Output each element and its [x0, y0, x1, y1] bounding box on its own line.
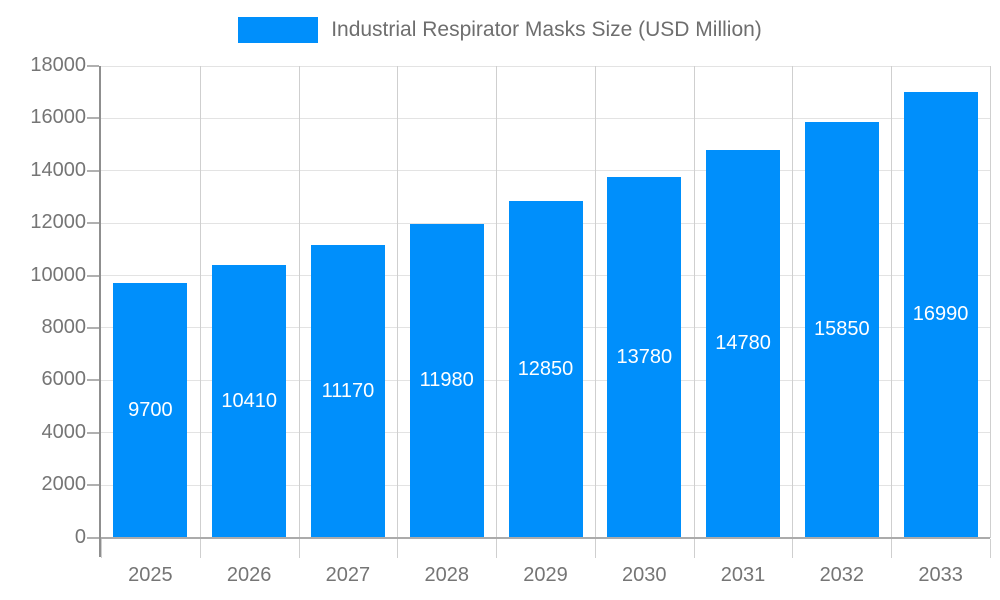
legend-label[interactable]: Industrial Respirator Masks Size (USD Mi… — [331, 18, 762, 41]
horizontal-gridline — [101, 117, 990, 119]
y-axis-tick-label: 8000 — [41, 315, 87, 338]
vertical-gridline — [693, 66, 695, 538]
x-axis-tick — [496, 539, 498, 558]
vertical-gridline — [792, 66, 794, 538]
vertical-gridline — [594, 66, 596, 538]
x-axis-category-label: 2027 — [325, 563, 371, 586]
bar-value-label: 12850 — [517, 357, 574, 380]
y-axis-tick — [87, 326, 99, 329]
bar[interactable]: 16990 — [903, 92, 978, 538]
y-axis-tick-label: 12000 — [30, 211, 86, 234]
bar-value-label: 10410 — [221, 389, 277, 412]
legend: Industrial Respirator Masks Size (USD Mi… — [0, 16, 1000, 44]
y-axis-tick — [87, 169, 99, 172]
x-axis-tick — [693, 539, 695, 558]
x-axis-category-label: 2025 — [128, 563, 173, 586]
horizontal-gridline — [101, 65, 990, 67]
bar[interactable]: 12850 — [508, 200, 583, 538]
vertical-gridline — [199, 66, 201, 538]
y-axis-line — [99, 66, 101, 557]
bar[interactable]: 9700 — [113, 283, 188, 538]
y-axis-tick — [87, 274, 99, 277]
x-axis-tick — [594, 539, 596, 558]
x-axis-category-label: 2033 — [918, 563, 963, 586]
x-axis-tick — [298, 539, 300, 558]
x-axis-tick — [990, 539, 991, 558]
y-axis-tick-label: 6000 — [41, 368, 87, 391]
x-axis-line — [101, 536, 990, 539]
bar-value-label: 11980 — [419, 369, 474, 392]
vertical-gridline — [298, 66, 300, 538]
y-axis-tick-label: 16000 — [30, 106, 86, 129]
x-axis-category-label: 2026 — [226, 563, 272, 586]
y-axis-tick-label: 0 — [74, 525, 86, 548]
x-axis-category-label: 2029 — [523, 563, 568, 586]
y-axis-tick — [87, 379, 99, 382]
y-axis-tick — [87, 222, 99, 225]
bar[interactable]: 14780 — [706, 150, 781, 538]
y-axis-tick-label: 10000 — [30, 263, 86, 286]
y-axis-tick — [87, 65, 99, 67]
x-axis-category-label: 2030 — [622, 563, 667, 586]
x-axis-tick — [891, 539, 893, 558]
x-axis-category-label: 2032 — [819, 563, 865, 586]
y-axis-tick-label: 4000 — [41, 420, 87, 443]
y-axis-tick-label: 2000 — [41, 473, 87, 496]
x-axis-tick — [792, 539, 794, 558]
y-axis-tick — [87, 117, 99, 120]
vertical-gridline — [496, 66, 498, 538]
vertical-gridline — [990, 66, 991, 538]
bar[interactable]: 11170 — [310, 244, 385, 538]
vertical-gridline — [891, 66, 893, 538]
bar-value-label: 15850 — [814, 318, 870, 341]
bar-value-label: 9700 — [128, 398, 173, 421]
y-axis-tick-label: 18000 — [30, 54, 86, 76]
y-axis-tick — [87, 536, 99, 539]
bar[interactable]: 10410 — [212, 264, 287, 538]
legend-swatch[interactable] — [238, 17, 319, 43]
x-axis-tick — [101, 539, 102, 558]
x-axis-tick — [397, 539, 399, 558]
bar[interactable]: 13780 — [607, 176, 682, 538]
bar-value-label: 16990 — [912, 303, 969, 326]
y-axis-tick — [87, 431, 99, 434]
horizontal-gridline — [101, 170, 990, 172]
bar-value-label: 13780 — [616, 345, 673, 368]
vertical-gridline — [397, 66, 399, 538]
x-axis-tick — [199, 539, 201, 558]
bar[interactable]: 11980 — [409, 223, 484, 538]
bar-value-label: 14780 — [715, 332, 771, 355]
y-axis-tick — [87, 484, 99, 487]
x-axis-category-label: 2028 — [424, 563, 469, 586]
bar-value-label: 11170 — [321, 379, 375, 402]
bar[interactable]: 15850 — [804, 122, 879, 538]
y-axis-tick-label: 14000 — [30, 158, 86, 181]
x-axis-category-label: 2031 — [720, 563, 766, 586]
